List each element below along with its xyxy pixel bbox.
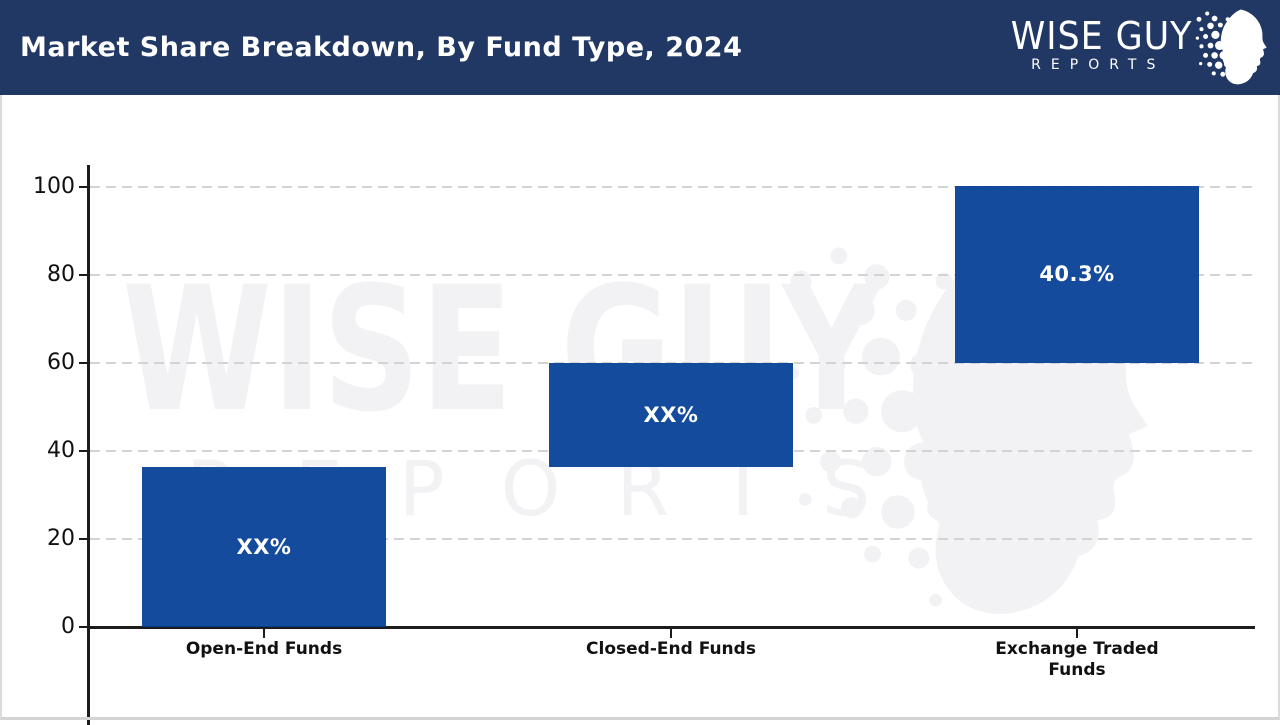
brand-subtitle: REPORTS [1031,57,1166,73]
bar-segment: XX% [549,363,793,467]
brand-face-icon [1195,9,1267,85]
x-tick [1076,629,1078,638]
y-tick-label: 100 [33,174,75,199]
y-tick [79,450,87,452]
x-category-label: Open-End Funds [185,639,343,659]
y-tick [79,362,87,364]
y-tick-label: 80 [47,262,75,287]
y-tick-label: 0 [61,614,75,639]
bar-segment: 40.3% [955,185,1199,363]
x-category-label: Exchange Traded Funds [995,639,1159,680]
x-category-label: Closed-End Funds [586,639,756,659]
y-tick [79,186,87,188]
y-tick [79,626,87,628]
page-title: Market Share Breakdown, By Fund Type, 20… [20,32,743,63]
y-tick-label: 60 [47,350,75,375]
brand-logo-text: WISE GUY REPORTS [995,16,1192,73]
y-tick [79,274,87,276]
x-axis-line [87,626,1255,629]
brand-logo: WISE GUY REPORTS [1010,0,1274,95]
y-tick-label: 40 [47,438,75,463]
brand-name: WISE GUY [1010,14,1192,58]
bar-chart: 0 20 40 60 80 100 XX% XX% 40.3% Open-End Funds Clo… [0,95,1280,725]
y-tick-label: 20 [47,526,75,551]
grid-line [90,538,1253,540]
grid-line [90,274,1253,276]
grid-line [90,186,1253,188]
y-axis-line [87,165,90,725]
bar-segment: XX% [142,466,386,627]
y-tick [79,538,87,540]
bar-value-label: XX% [643,402,699,427]
header-bar: Market Share Breakdown, By Fund Type, 20… [0,0,1280,95]
bar-value-label: 40.3% [1039,262,1115,287]
x-tick [670,629,672,638]
x-tick [263,629,265,638]
bar-value-label: XX% [236,534,292,559]
